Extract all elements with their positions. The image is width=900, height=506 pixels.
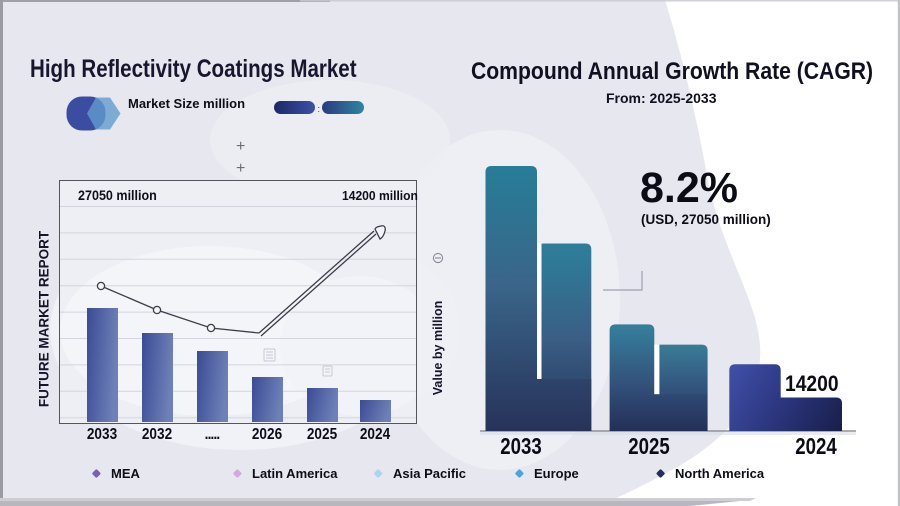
svg-text::: :	[318, 104, 321, 114]
